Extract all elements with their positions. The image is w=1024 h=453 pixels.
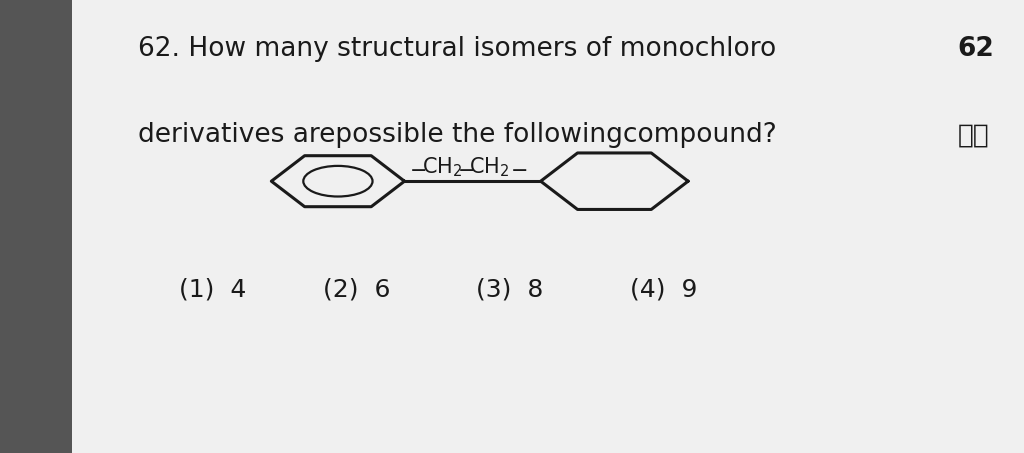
Text: (2)  6: (2) 6	[323, 278, 390, 302]
Text: $-$: $-$	[410, 159, 427, 179]
Text: सं: सं	[957, 122, 989, 148]
Text: 62: 62	[957, 36, 994, 62]
Bar	[0, 0, 72, 453]
Text: CH$_2$: CH$_2$	[469, 155, 509, 179]
Text: (4)  9: (4) 9	[630, 278, 697, 302]
Text: $-$: $-$	[510, 159, 527, 179]
Text: (1)  4: (1) 4	[179, 278, 247, 302]
Text: (3)  8: (3) 8	[476, 278, 544, 302]
Text: CH$_2$: CH$_2$	[423, 155, 463, 179]
Text: derivatives arepossible the followingcompound?: derivatives arepossible the followingcom…	[138, 122, 777, 148]
Text: 62. How many structural isomers of monochloro: 62. How many structural isomers of monoc…	[138, 36, 776, 62]
Text: $-$: $-$	[457, 159, 474, 179]
